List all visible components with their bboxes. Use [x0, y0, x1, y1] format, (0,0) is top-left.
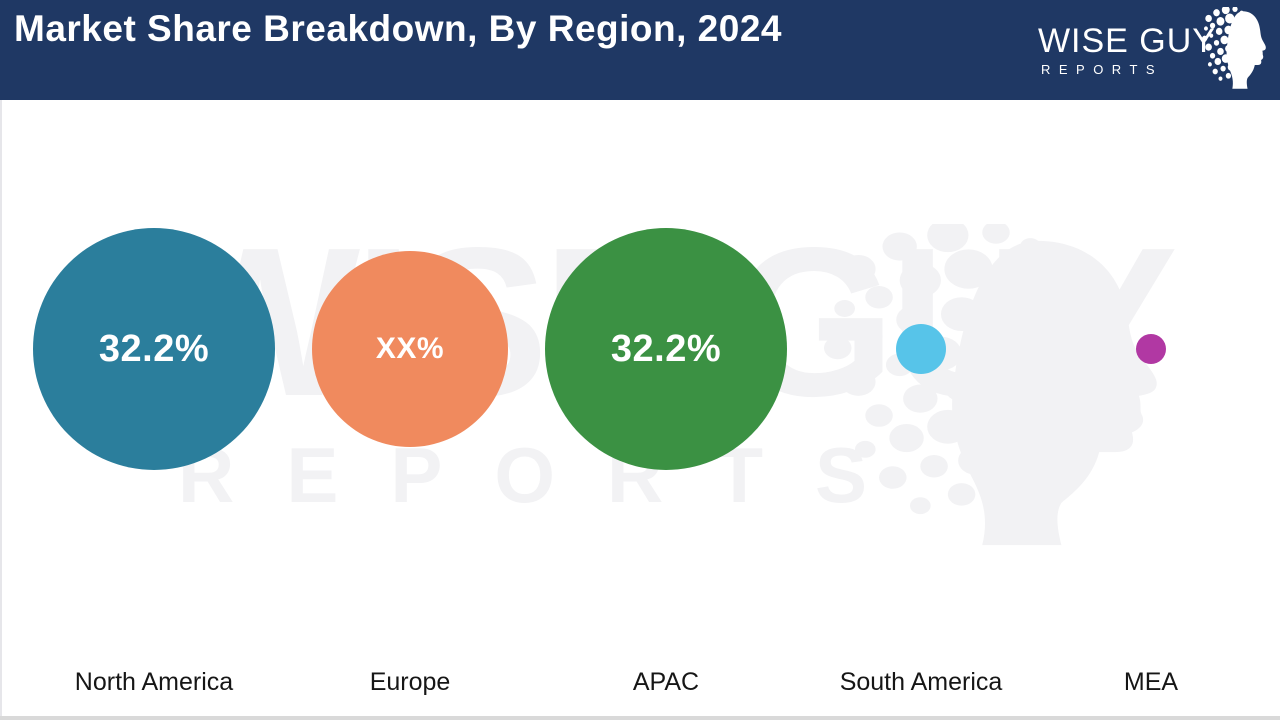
- bubble-mea: [1136, 334, 1166, 364]
- watermark-head-silhouette-icon: [824, 224, 1168, 562]
- page-title: Market Share Breakdown, By Region, 2024: [14, 8, 782, 49]
- brand-wordmark: WISE GUY: [1037, 21, 1216, 60]
- bubble-value-europe: XX%: [375, 332, 445, 365]
- bottom-strip: [0, 716, 1280, 720]
- brand-text: WISE GUY REPORTS: [1038, 24, 1216, 77]
- region-label-south-america: South America: [839, 668, 1003, 696]
- bubble-apac: 32.2%: [545, 228, 787, 470]
- left-edge-line: [0, 100, 2, 716]
- bubble-south-america: [896, 324, 946, 374]
- watermark-subtitle: REPORTS: [178, 431, 920, 519]
- header: Market Share Breakdown, By Region, 2024 …: [0, 0, 1280, 100]
- chart-area: WISE GUY REPORTS 32.2%North AmericaXX%Eu…: [0, 100, 1280, 716]
- bubble-value-apac: 32.2%: [610, 328, 722, 370]
- bubble-north-america: 32.2%: [33, 228, 275, 470]
- brand-subtitle: REPORTS: [1040, 61, 1164, 77]
- region-label-apac: APAC: [632, 668, 700, 696]
- bubble-europe: XX%: [312, 251, 508, 447]
- brand-logo: WISE GUY REPORTS: [1038, 4, 1268, 96]
- region-label-mea: MEA: [1123, 668, 1179, 696]
- bubble-value-north-america: 32.2%: [98, 328, 210, 370]
- region-label-europe: Europe: [369, 668, 451, 696]
- region-label-north-america: North America: [74, 668, 234, 696]
